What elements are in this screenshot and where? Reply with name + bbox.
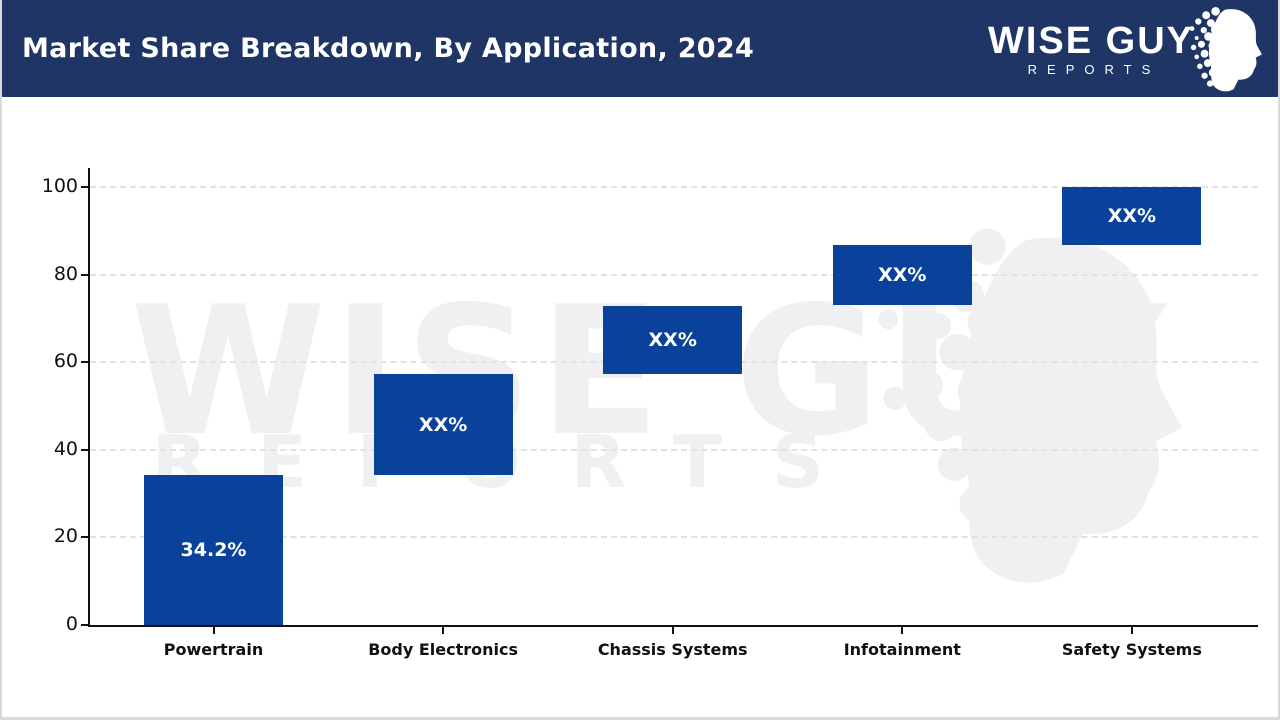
y-axis-tick-label: 40 xyxy=(53,437,78,460)
y-axis-tick xyxy=(81,624,89,626)
waterfall-bar: XX% xyxy=(603,305,743,375)
bar-value-label: XX% xyxy=(1107,204,1157,227)
x-axis-category-label: Chassis Systems xyxy=(597,640,748,659)
bar-value-label: XX% xyxy=(878,264,927,287)
y-axis-tick xyxy=(81,448,89,451)
gridline xyxy=(90,186,1258,188)
header-band: Market Share Breakdown, By Application, … xyxy=(2,0,1278,97)
waterfall-bar: XX% xyxy=(1062,187,1202,245)
bar-value-label: 34.2% xyxy=(180,539,247,562)
waterfall-bar: XX% xyxy=(832,244,972,306)
page-title: Market Share Breakdown, By Application, … xyxy=(22,33,755,64)
gridline xyxy=(90,273,1258,276)
x-axis-tick xyxy=(212,627,215,634)
x-axis-tick xyxy=(671,627,674,634)
x-axis-category-label: Powertrain xyxy=(163,640,264,659)
x-axis-category-label: Safety Systems xyxy=(1061,640,1202,659)
y-axis-tick-label: 0 xyxy=(65,613,78,635)
y-axis-tick xyxy=(81,186,89,188)
bar-value-label: XX% xyxy=(418,413,468,436)
waterfall-bar: XX% xyxy=(373,374,513,476)
y-axis-tick xyxy=(81,361,89,364)
x-axis-tick xyxy=(901,627,904,634)
y-axis-tick-label: 100 xyxy=(41,175,78,197)
bar-value-label: XX% xyxy=(648,329,697,352)
x-axis-tick xyxy=(442,627,445,634)
gridline xyxy=(90,536,1258,539)
x-axis-tick xyxy=(1130,627,1133,634)
y-axis-tick-label: 60 xyxy=(53,350,78,373)
y-axis-tick-label: 80 xyxy=(53,262,78,285)
x-axis-category-label: Body Electronics xyxy=(368,640,518,659)
dotted-head-logo-icon xyxy=(1189,6,1262,92)
waterfall-bar: 34.2% xyxy=(144,475,283,625)
gridline xyxy=(90,448,1258,451)
y-axis-tick xyxy=(81,273,89,276)
y-axis-tick xyxy=(81,536,89,539)
brand-logo: WISE GUY REPORTS xyxy=(988,5,1272,93)
brand-logo-text: WISE GUY REPORTS xyxy=(988,22,1194,76)
brand-name: WISE GUY xyxy=(987,20,1194,62)
y-axis-line xyxy=(88,168,90,627)
y-axis-tick-label: 20 xyxy=(53,525,78,548)
brand-subname: REPORTS xyxy=(1027,62,1161,77)
x-axis-line xyxy=(88,625,1258,627)
x-axis-category-label: Infotainment xyxy=(843,640,961,659)
